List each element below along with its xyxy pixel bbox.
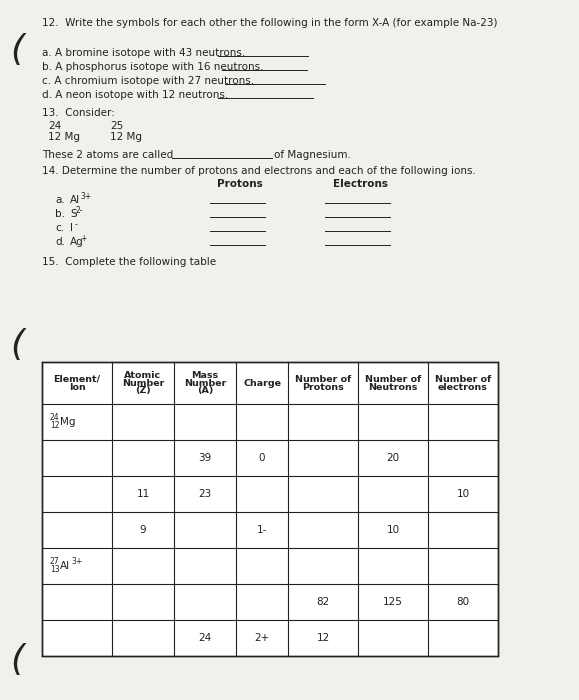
Text: 12: 12 <box>50 421 60 430</box>
Text: Protons: Protons <box>217 179 263 189</box>
Text: 20: 20 <box>386 453 400 463</box>
Text: Protons: Protons <box>302 382 344 391</box>
Text: -: - <box>75 220 78 229</box>
Text: Number: Number <box>184 379 226 388</box>
Text: (: ( <box>10 643 24 677</box>
Text: Number of: Number of <box>295 374 351 384</box>
Text: Charge: Charge <box>243 379 281 388</box>
Text: 3+: 3+ <box>80 192 91 201</box>
Text: c.: c. <box>55 223 64 233</box>
Text: 1-: 1- <box>257 525 267 535</box>
Text: d. A neon isotope with 12 neutrons.: d. A neon isotope with 12 neutrons. <box>42 90 228 100</box>
Text: electrons: electrons <box>438 382 488 391</box>
Text: Number of: Number of <box>435 374 491 384</box>
Text: 24: 24 <box>48 121 61 131</box>
Text: 80: 80 <box>456 597 470 607</box>
Text: (: ( <box>10 33 24 67</box>
Bar <box>42 362 498 656</box>
Text: 10: 10 <box>386 525 400 535</box>
Text: Mg: Mg <box>60 417 75 427</box>
Text: +: + <box>80 234 87 243</box>
Text: 13.  Consider:: 13. Consider: <box>42 108 115 118</box>
Text: Number: Number <box>122 379 164 388</box>
Text: 125: 125 <box>383 597 403 607</box>
Text: Electrons: Electrons <box>332 179 387 189</box>
Text: 12: 12 <box>316 633 329 643</box>
Text: 15.  Complete the following table: 15. Complete the following table <box>42 257 216 267</box>
Text: 39: 39 <box>199 453 212 463</box>
Text: These 2 atoms are called: These 2 atoms are called <box>42 150 173 160</box>
Text: 12.  Write the symbols for each other the following in the form X-A (for example: 12. Write the symbols for each other the… <box>42 18 497 28</box>
Text: (Z): (Z) <box>135 386 151 395</box>
Text: Al: Al <box>60 561 70 571</box>
Text: (: ( <box>10 328 24 362</box>
Text: d.: d. <box>55 237 65 247</box>
Text: Neutrons: Neutrons <box>368 382 417 391</box>
Text: of Magnesium.: of Magnesium. <box>274 150 351 160</box>
Text: 2+: 2+ <box>254 633 270 643</box>
Text: 12 Mg: 12 Mg <box>48 132 80 142</box>
Text: 24: 24 <box>199 633 212 643</box>
Text: 82: 82 <box>316 597 329 607</box>
Text: b.: b. <box>55 209 65 219</box>
Text: 13: 13 <box>50 566 60 575</box>
Text: 2-: 2- <box>75 206 83 215</box>
Text: Ion: Ion <box>69 382 85 391</box>
Text: 23: 23 <box>199 489 212 499</box>
Text: 11: 11 <box>137 489 149 499</box>
Text: 3+: 3+ <box>71 556 82 566</box>
Text: 24: 24 <box>50 412 60 421</box>
Text: a. A bromine isotope with 43 neutrons.: a. A bromine isotope with 43 neutrons. <box>42 48 245 58</box>
Text: a.: a. <box>55 195 65 205</box>
Text: Mass: Mass <box>192 370 218 379</box>
Text: c. A chromium isotope with 27 neutrons.: c. A chromium isotope with 27 neutrons. <box>42 76 254 86</box>
Text: 9: 9 <box>140 525 146 535</box>
Text: Element/: Element/ <box>53 374 101 384</box>
Text: Al: Al <box>70 195 80 205</box>
Text: 27: 27 <box>50 556 60 566</box>
Text: Number of: Number of <box>365 374 421 384</box>
Text: 12 Mg: 12 Mg <box>110 132 142 142</box>
Text: 14. Determine the number of protons and electrons and each of the following ions: 14. Determine the number of protons and … <box>42 166 476 176</box>
Text: (A): (A) <box>197 386 213 395</box>
Text: 0: 0 <box>259 453 265 463</box>
Text: 25: 25 <box>110 121 123 131</box>
Text: S: S <box>70 209 76 219</box>
Text: Ag: Ag <box>70 237 84 247</box>
Text: b. A phosphorus isotope with 16 neutrons.: b. A phosphorus isotope with 16 neutrons… <box>42 62 263 72</box>
Text: Atomic: Atomic <box>124 370 162 379</box>
Text: I: I <box>70 223 73 233</box>
Text: 10: 10 <box>456 489 470 499</box>
